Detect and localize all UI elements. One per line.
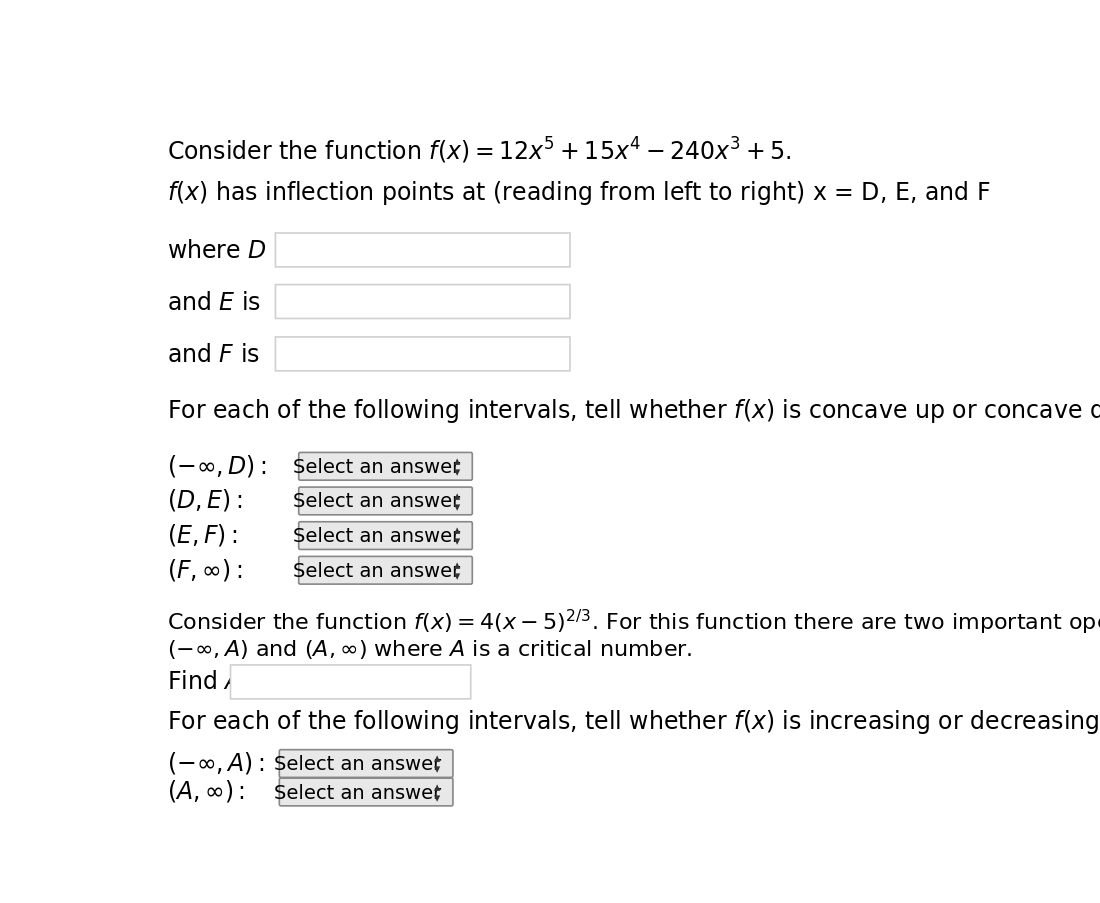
Text: Select an answer: Select an answer [294,561,461,580]
Text: Select an answer: Select an answer [274,783,441,802]
Text: ▴
▾: ▴ ▾ [434,780,440,804]
FancyBboxPatch shape [299,488,472,516]
FancyBboxPatch shape [279,778,453,806]
Text: $(E, F):$: $(E, F):$ [167,522,238,547]
Text: $(A, \infty):$: $(A, \infty):$ [167,777,245,804]
Text: where $D$ is: where $D$ is [167,238,293,263]
Text: ▴
▾: ▴ ▾ [453,489,460,514]
Text: $( - \infty, A)$ and $(A, \infty)$ where $A$ is a critical number.: $( - \infty, A)$ and $(A, \infty)$ where… [167,638,693,661]
Text: For each of the following intervals, tell whether $f(x)$ is concave up or concav: For each of the following intervals, tel… [167,396,1100,424]
Text: ▴
▾: ▴ ▾ [453,524,460,548]
Text: Consider the function $f(x) = 4(x - 5)^{2/3}$. For this function there are two i: Consider the function $f(x) = 4(x - 5)^{… [167,608,1100,637]
Text: Select an answer: Select an answer [274,754,441,773]
Text: $( - \infty, A):$: $( - \infty, A):$ [167,749,265,775]
Text: and $E$ is: and $E$ is [167,290,261,314]
FancyBboxPatch shape [299,522,472,550]
Text: and $F$ is: and $F$ is [167,342,260,367]
FancyBboxPatch shape [299,557,472,584]
Text: $( - \infty, D):$: $( - \infty, D):$ [167,452,267,479]
FancyBboxPatch shape [275,338,570,371]
FancyBboxPatch shape [231,666,471,699]
Text: Select an answer: Select an answer [294,526,461,545]
FancyBboxPatch shape [275,234,570,267]
Text: ▴
▾: ▴ ▾ [453,455,460,479]
Text: $(D, E):$: $(D, E):$ [167,487,242,513]
Text: Select an answer: Select an answer [294,457,461,476]
Text: Find $A$: Find $A$ [167,669,241,694]
Text: $(F, \infty):$: $(F, \infty):$ [167,556,242,582]
FancyBboxPatch shape [279,749,453,777]
Text: For each of the following intervals, tell whether $f(x)$ is increasing or decrea: For each of the following intervals, tel… [167,707,1100,735]
Text: $f(x)$ has inflection points at (reading from left to right) x = D, E, and F: $f(x)$ has inflection points at (reading… [167,179,990,207]
Text: Consider the function $f(x) = 12x^5 + 15x^4 - 240x^3 + 5$.: Consider the function $f(x) = 12x^5 + 15… [167,135,792,166]
FancyBboxPatch shape [299,453,472,480]
Text: ▴
▾: ▴ ▾ [453,559,460,582]
FancyBboxPatch shape [275,285,570,319]
Text: ▴
▾: ▴ ▾ [434,751,440,776]
Text: Select an answer: Select an answer [294,492,461,511]
